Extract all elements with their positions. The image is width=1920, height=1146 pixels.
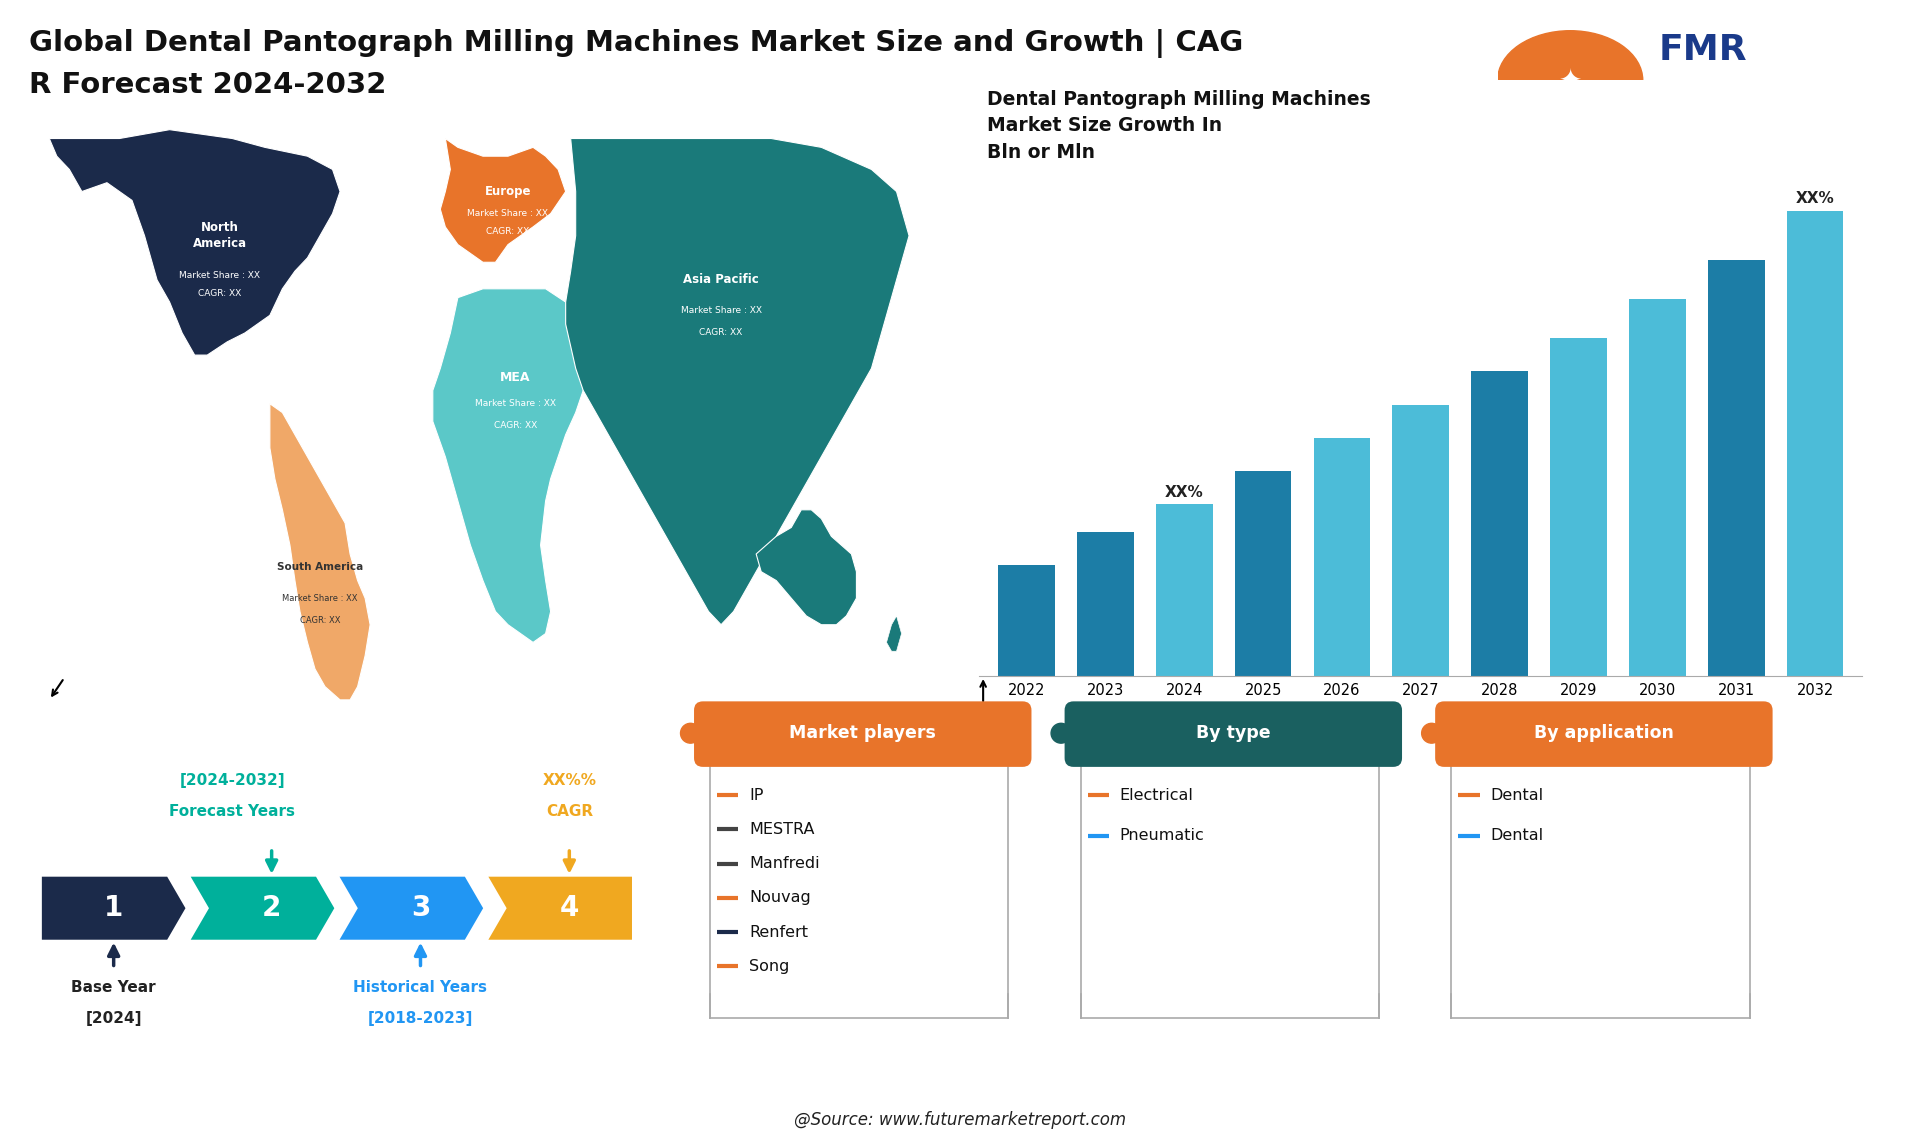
Bar [1077,532,1133,676]
Text: South America: South America [276,563,363,572]
Text: [2018-2023]: [2018-2023] [369,1011,472,1027]
Text: 2: 2 [261,894,282,923]
Text: Market Share : XX: Market Share : XX [282,594,357,603]
Text: By type: By type [1196,724,1271,743]
Polygon shape [566,139,908,625]
Text: CAGR: CAGR [545,804,593,819]
Bar [1549,338,1607,676]
Bar [1392,405,1450,676]
Bar [1788,211,1843,676]
FancyBboxPatch shape [1434,701,1772,767]
Text: Market Share : XX: Market Share : XX [474,399,557,408]
Text: Pneumatic: Pneumatic [1119,829,1204,843]
Text: XX%: XX% [1795,191,1834,206]
Circle shape [1050,723,1071,743]
Text: Electrical: Electrical [1119,787,1194,802]
Bar [1471,371,1528,676]
Bar [998,565,1054,676]
Text: CAGR: XX: CAGR: XX [699,329,743,337]
Text: 3: 3 [411,894,430,923]
Bar [1313,438,1371,676]
Text: Europe: Europe [484,185,532,198]
Text: Market players: Market players [789,724,937,743]
Text: Global Dental Pantograph Milling Machines Market Size and Growth | CAG: Global Dental Pantograph Milling Machine… [29,29,1242,57]
Bar [1709,260,1764,676]
Text: CAGR: XX: CAGR: XX [300,615,340,625]
Text: 1: 1 [104,894,123,923]
Circle shape [1498,31,1644,129]
Text: FUTURE MARKET REPORT: FUTURE MARKET REPORT [1659,94,1789,104]
Polygon shape [440,139,566,262]
Text: Manfredi: Manfredi [749,856,820,871]
Text: MESTRA: MESTRA [749,822,814,837]
Polygon shape [271,403,371,700]
Polygon shape [432,289,584,643]
Text: By application: By application [1534,724,1674,743]
Polygon shape [488,877,632,940]
Text: Renfert: Renfert [749,925,808,940]
Text: Historical Years: Historical Years [353,980,488,995]
FancyBboxPatch shape [1064,701,1402,767]
Polygon shape [887,615,902,651]
Text: Song: Song [749,959,789,974]
Text: Dental Pantograph Milling Machines
Market Size Growth In
Bln or Mln: Dental Pantograph Milling Machines Marke… [987,89,1371,162]
Text: [2024]: [2024] [84,1011,142,1027]
Text: Dental: Dental [1490,787,1544,802]
Polygon shape [340,877,484,940]
Text: North
America: North America [192,221,248,250]
Text: Dental: Dental [1490,829,1544,843]
Text: CAGR: XX: CAGR: XX [486,227,530,236]
Text: XX%: XX% [1165,485,1204,500]
Text: CAGR: XX: CAGR: XX [198,289,242,298]
Text: R Forecast 2024-2032: R Forecast 2024-2032 [29,71,386,99]
Text: Market Share : XX: Market Share : XX [467,210,549,218]
Text: Base Year: Base Year [71,980,156,995]
Circle shape [1421,723,1442,743]
Text: MEA: MEA [501,370,530,384]
Text: Market Share : XX: Market Share : XX [680,306,762,315]
Text: 4: 4 [559,894,580,923]
Bar [1156,504,1213,676]
Text: Asia Pacific: Asia Pacific [684,274,758,286]
Text: @Source: www.futuremarketreport.com: @Source: www.futuremarketreport.com [795,1110,1125,1129]
Text: IP: IP [749,787,764,802]
Circle shape [680,723,701,743]
Text: Market Share : XX: Market Share : XX [179,272,261,280]
FancyBboxPatch shape [693,701,1031,767]
Text: FMR: FMR [1659,33,1747,66]
Text: Nouvag: Nouvag [749,890,810,905]
Text: Forecast Years: Forecast Years [169,804,296,819]
Polygon shape [50,129,340,355]
Polygon shape [756,510,856,625]
Text: XX%%: XX%% [541,772,597,788]
Polygon shape [42,877,186,940]
Text: [2024-2032]: [2024-2032] [180,772,286,788]
Text: ✦: ✦ [1559,66,1582,94]
Bar [1628,299,1686,676]
Bar [1235,471,1292,676]
Text: CAGR: XX: CAGR: XX [493,422,538,430]
Polygon shape [190,877,334,940]
